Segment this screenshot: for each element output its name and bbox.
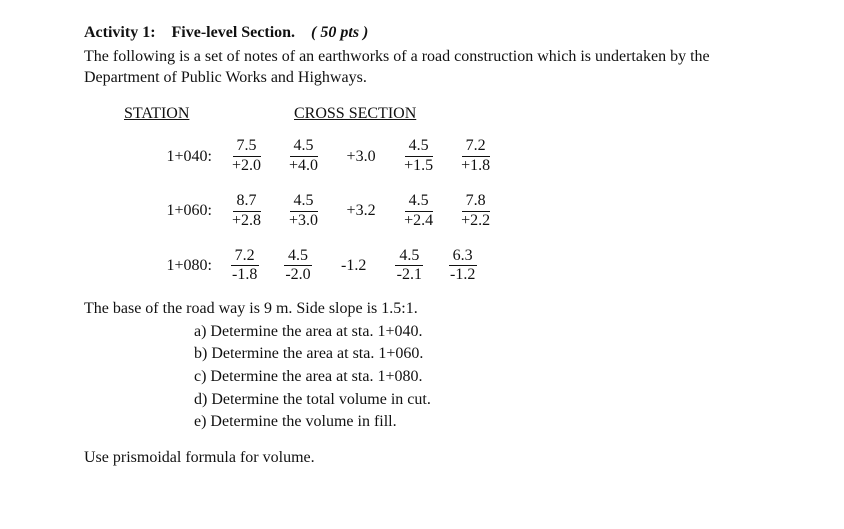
station-label: 1+060: bbox=[154, 200, 218, 222]
fraction-top: 8.7 bbox=[233, 193, 261, 212]
center-value: +3.2 bbox=[342, 200, 380, 222]
question-item: a) Determine the area at sta. 1+040. bbox=[194, 321, 760, 343]
header-station: STATION bbox=[124, 103, 294, 125]
fraction-cell: 4.5+2.4 bbox=[400, 193, 437, 230]
fraction-cell: 6.3-1.2 bbox=[446, 248, 479, 285]
question-list: a) Determine the area at sta. 1+040.b) D… bbox=[194, 321, 760, 433]
activity-number: Activity 1: bbox=[84, 24, 156, 41]
fraction-bottom: -1.8 bbox=[228, 266, 261, 284]
fraction-cell: 7.2-1.8 bbox=[228, 248, 261, 285]
base-slope-line: The base of the road way is 9 m. Side sl… bbox=[84, 298, 760, 320]
fraction-top: 4.5 bbox=[290, 193, 318, 212]
activity-name: Five-level Section. bbox=[172, 24, 296, 41]
activity-points: ( 50 pts ) bbox=[311, 24, 368, 41]
question-item: b) Determine the area at sta. 1+060. bbox=[194, 343, 760, 365]
fraction-cell: 8.7+2.8 bbox=[228, 193, 265, 230]
question-item: e) Determine the volume in fill. bbox=[194, 411, 760, 433]
fraction-bottom: +1.5 bbox=[400, 157, 437, 175]
stations-block: 1+040:7.5+2.04.5+4.0+3.04.5+1.57.2+1.81+… bbox=[154, 138, 760, 284]
fraction-cell: 7.5+2.0 bbox=[228, 138, 265, 175]
fraction-bottom: +4.0 bbox=[285, 157, 322, 175]
fraction-bottom: +1.8 bbox=[457, 157, 494, 175]
fraction-top: 6.3 bbox=[449, 248, 477, 267]
fraction-bottom: +2.4 bbox=[400, 212, 437, 230]
center-value: -1.2 bbox=[335, 255, 373, 277]
station-row: 1+060:8.7+2.84.5+3.0+3.24.5+2.47.8+2.2 bbox=[154, 193, 760, 230]
fraction-cell: 4.5+3.0 bbox=[285, 193, 322, 230]
fraction-bottom: -2.0 bbox=[281, 266, 314, 284]
center-value: +3.0 bbox=[342, 146, 380, 168]
station-label: 1+080: bbox=[154, 255, 218, 277]
fraction-top: 7.8 bbox=[462, 193, 490, 212]
fraction-top: 4.5 bbox=[395, 248, 423, 267]
station-row: 1+080:7.2-1.84.5-2.0-1.24.5-2.16.3-1.2 bbox=[154, 248, 760, 285]
fraction-bottom: +2.0 bbox=[228, 157, 265, 175]
fraction-top: 7.2 bbox=[462, 138, 490, 157]
fraction-bottom: +2.8 bbox=[228, 212, 265, 230]
fraction-cell: 7.8+2.2 bbox=[457, 193, 494, 230]
fraction-top: 4.5 bbox=[405, 193, 433, 212]
fraction-cell: 7.2+1.8 bbox=[457, 138, 494, 175]
fraction-top: 4.5 bbox=[405, 138, 433, 157]
fraction-top: 7.2 bbox=[231, 248, 259, 267]
fraction-top: 7.5 bbox=[233, 138, 261, 157]
column-headers: STATION CROSS SECTION bbox=[124, 103, 760, 125]
header-cross-section: CROSS SECTION bbox=[294, 103, 416, 125]
fraction-bottom: -2.1 bbox=[393, 266, 426, 284]
final-instruction: Use prismoidal formula for volume. bbox=[84, 447, 760, 469]
intro-paragraph: The following is a set of notes of an ea… bbox=[84, 46, 760, 89]
question-item: c) Determine the area at sta. 1+080. bbox=[194, 366, 760, 388]
question-item: d) Determine the total volume in cut. bbox=[194, 389, 760, 411]
station-label: 1+040: bbox=[154, 146, 218, 168]
fraction-cell: 4.5-2.1 bbox=[393, 248, 426, 285]
fraction-top: 4.5 bbox=[290, 138, 318, 157]
fraction-top: 4.5 bbox=[284, 248, 312, 267]
fraction-cell: 4.5+1.5 bbox=[400, 138, 437, 175]
station-row: 1+040:7.5+2.04.5+4.0+3.04.5+1.57.2+1.8 bbox=[154, 138, 760, 175]
activity-title: Activity 1: Five-level Section. ( 50 pts… bbox=[84, 22, 760, 44]
fraction-cell: 4.5+4.0 bbox=[285, 138, 322, 175]
fraction-bottom: +2.2 bbox=[457, 212, 494, 230]
fraction-cell: 4.5-2.0 bbox=[281, 248, 314, 285]
fraction-bottom: -1.2 bbox=[446, 266, 479, 284]
fraction-bottom: +3.0 bbox=[285, 212, 322, 230]
